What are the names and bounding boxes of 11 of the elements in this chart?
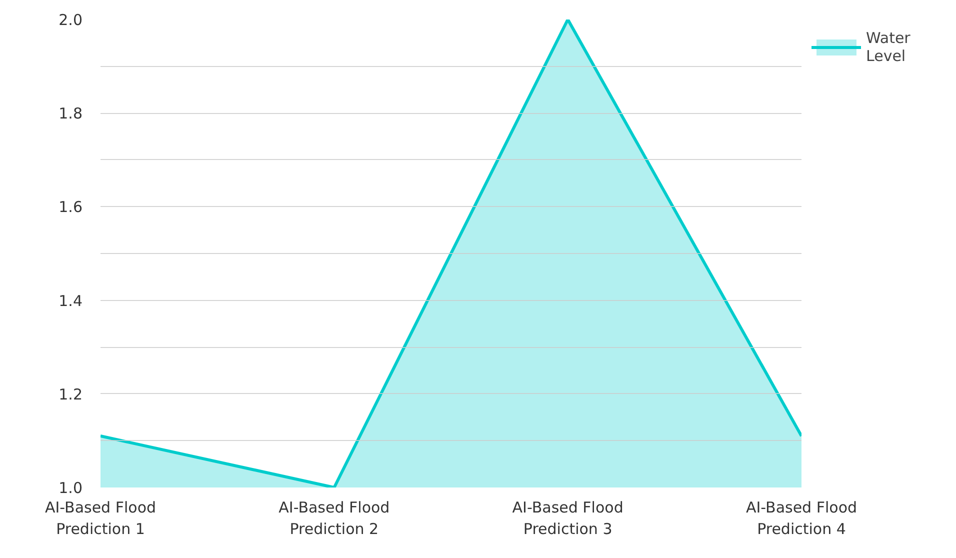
y-tick-label: 1.4 [58,292,83,310]
legend-label: Water Level [866,29,910,65]
y-tick-label: 1.2 [58,385,83,404]
x-tick-label: AI-Based Flood Prediction 3 [512,498,624,538]
x-tick-label: AI-Based Flood Prediction 4 [746,498,858,538]
y-tick-label: 1.8 [58,104,83,123]
y-tick-label: 1.6 [58,198,83,216]
y-tick-label: 1.0 [58,479,83,497]
x-tick-label: AI-Based Flood Prediction 2 [278,498,390,538]
x-tick-label: AI-Based Flood Prediction 1 [44,498,156,538]
y-tick-label: 2.0 [58,11,83,29]
